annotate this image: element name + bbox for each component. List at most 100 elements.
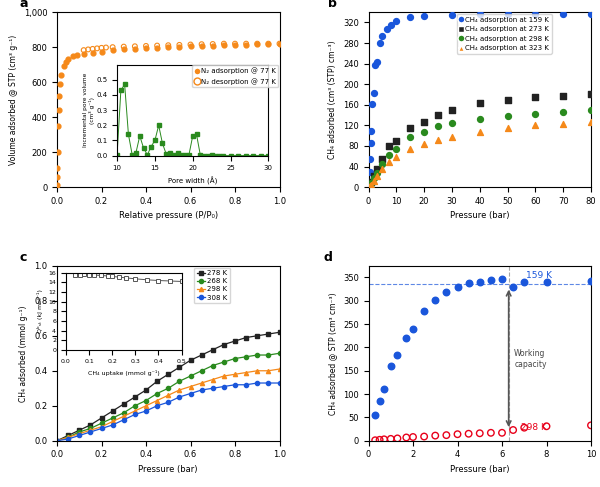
Point [219,41,229,49]
278 K [265,331,272,337]
268 K [187,373,194,379]
Point [475,115,485,123]
Point [367,178,376,186]
Point [101,44,111,52]
Point [586,106,596,114]
Point [369,172,379,180]
308 K [187,391,194,396]
298 K [87,427,94,433]
Point [430,296,440,304]
Point [447,11,457,19]
Point [365,155,375,163]
Point [375,436,385,444]
Point [141,44,151,52]
Point [386,435,395,443]
Point [559,120,568,128]
Point [83,46,93,54]
Point [130,45,140,53]
Point [119,43,128,51]
Point [367,181,376,188]
Point [464,279,473,287]
298 K [220,373,227,379]
Point [503,10,512,18]
Point [253,40,262,48]
298 K [176,387,183,393]
Point [54,106,64,114]
Point [379,386,389,393]
Point [79,50,89,57]
Point [559,109,568,116]
Point [586,421,596,429]
Point [392,137,401,145]
Point [369,177,379,185]
Line: 308 K: 308 K [55,381,281,443]
Point [392,18,401,25]
Point [253,40,262,48]
308 K [98,426,105,431]
Point [379,435,389,443]
Point [447,133,457,141]
Point [275,40,284,48]
278 K [154,378,161,384]
Point [508,426,518,434]
Point [392,153,401,161]
X-axis label: Relative pressure (P/P₀): Relative pressure (P/P₀) [119,211,218,221]
Point [475,430,485,437]
Point [64,56,73,63]
278 K [53,438,61,444]
Point [68,53,77,60]
Point [377,165,387,173]
Point [367,179,376,187]
Legend: 278 K, 268 K, 298 K, 308 K: 278 K, 268 K, 298 K, 308 K [194,267,230,303]
278 K [176,364,183,370]
Point [503,96,512,104]
Point [447,119,457,127]
Point [497,275,507,283]
Point [97,48,106,56]
Point [119,45,128,53]
268 K [76,429,83,435]
Point [88,45,97,53]
Point [419,128,429,135]
Point [219,40,229,48]
Point [475,128,485,135]
Point [175,41,184,49]
Point [369,174,379,182]
278 K [120,401,127,407]
Point [530,10,540,18]
268 K [265,352,272,358]
Point [208,40,218,48]
Point [365,183,374,190]
Point [401,334,411,342]
Point [197,42,206,50]
308 K [220,384,227,390]
268 K [87,426,94,431]
278 K [164,372,172,377]
308 K [265,380,272,386]
Point [370,411,380,419]
Point [208,42,218,50]
Y-axis label: CH₄ adsorbed (mmol g⁻¹): CH₄ adsorbed (mmol g⁻¹) [19,305,28,401]
268 K [120,410,127,416]
Point [53,122,63,130]
Point [365,182,375,190]
Point [392,145,401,152]
278 K [98,415,105,421]
Point [365,181,375,188]
308 K [87,429,94,435]
Legend: CH₄ adsorption at 159 K, CH₄ adsorption at 273 K, CH₄ adsorption at 298 K, CH₄ a: CH₄ adsorption at 159 K, CH₄ adsorption … [457,14,551,54]
Point [375,397,385,405]
Point [586,10,596,18]
Point [503,112,512,120]
Point [152,42,162,50]
Point [392,352,402,359]
Line: 268 K: 268 K [55,351,281,443]
278 K [87,422,94,428]
Point [386,362,395,370]
268 K [98,420,105,426]
Point [382,25,391,33]
298 K [276,366,283,372]
Point [530,110,540,118]
Point [520,278,529,286]
Point [56,80,65,88]
